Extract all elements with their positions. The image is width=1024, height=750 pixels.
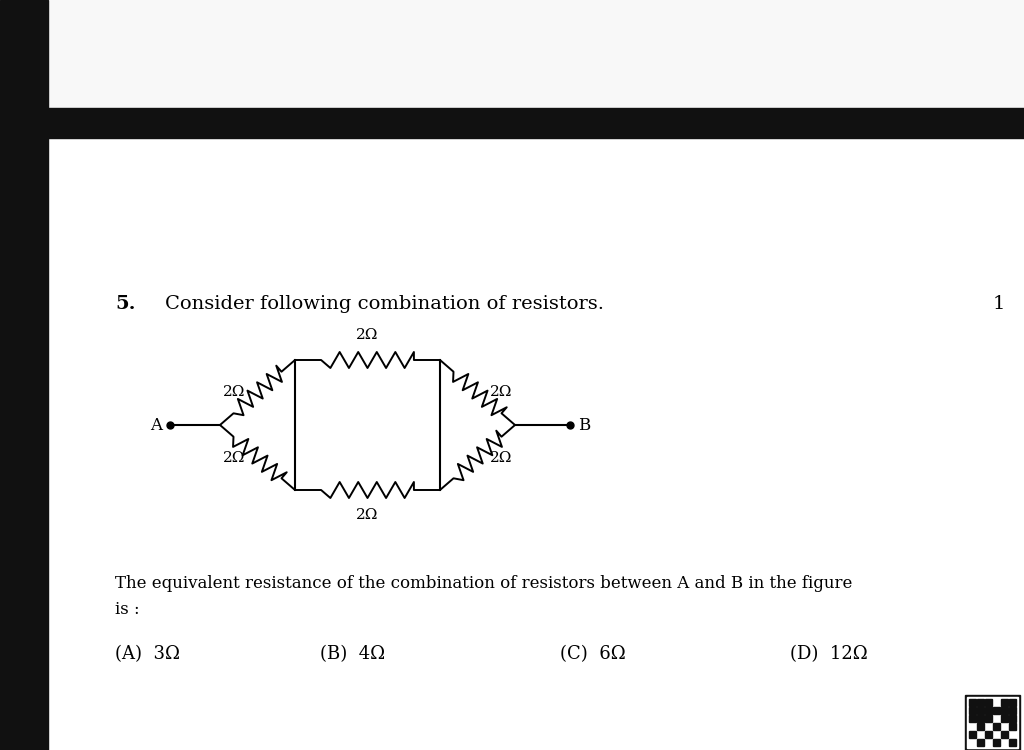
Bar: [965, 695, 1020, 750]
Text: 2Ω: 2Ω: [489, 451, 512, 464]
Bar: [48, 138, 1024, 750]
Bar: [1009, 715, 1016, 722]
Bar: [985, 715, 992, 722]
Bar: [985, 699, 992, 706]
Bar: [1001, 699, 1008, 706]
Text: 1: 1: [992, 295, 1005, 313]
Bar: [1001, 715, 1008, 722]
Text: 2Ω: 2Ω: [356, 508, 379, 522]
Bar: [993, 707, 1000, 714]
Bar: [1001, 707, 1008, 714]
Bar: [1009, 723, 1016, 730]
Bar: [977, 707, 984, 714]
Bar: [993, 723, 1000, 730]
Bar: [977, 739, 984, 746]
Text: (B)  4Ω: (B) 4Ω: [319, 645, 385, 663]
Bar: [977, 715, 984, 722]
Bar: [1009, 707, 1016, 714]
Bar: [977, 723, 984, 730]
Bar: [985, 731, 992, 738]
Text: The equivalent resistance of the combination of resistors between A and B in the: The equivalent resistance of the combina…: [115, 575, 852, 592]
Bar: [969, 699, 976, 706]
Text: 2Ω: 2Ω: [223, 386, 246, 400]
Bar: [0, 108, 1024, 138]
Text: (A)  3Ω: (A) 3Ω: [115, 645, 180, 663]
Bar: [993, 739, 1000, 746]
Bar: [977, 699, 984, 706]
Text: (C)  6Ω: (C) 6Ω: [560, 645, 626, 663]
Bar: [48, 0, 1024, 108]
Bar: [969, 715, 976, 722]
Bar: [0, 0, 48, 750]
Text: 2Ω: 2Ω: [223, 451, 246, 464]
Bar: [969, 707, 976, 714]
Text: A: A: [150, 416, 162, 434]
Bar: [1009, 699, 1016, 706]
Text: 2Ω: 2Ω: [489, 386, 512, 400]
Bar: [985, 707, 992, 714]
Text: is :: is :: [115, 601, 139, 618]
Bar: [967, 697, 1018, 748]
Text: 5.: 5.: [115, 295, 135, 313]
Bar: [1001, 731, 1008, 738]
Text: (D)  12Ω: (D) 12Ω: [790, 645, 867, 663]
Bar: [969, 731, 976, 738]
Text: B: B: [578, 416, 590, 434]
Text: 2Ω: 2Ω: [356, 328, 379, 342]
Bar: [1009, 739, 1016, 746]
Text: Consider following combination of resistors.: Consider following combination of resist…: [165, 295, 604, 313]
